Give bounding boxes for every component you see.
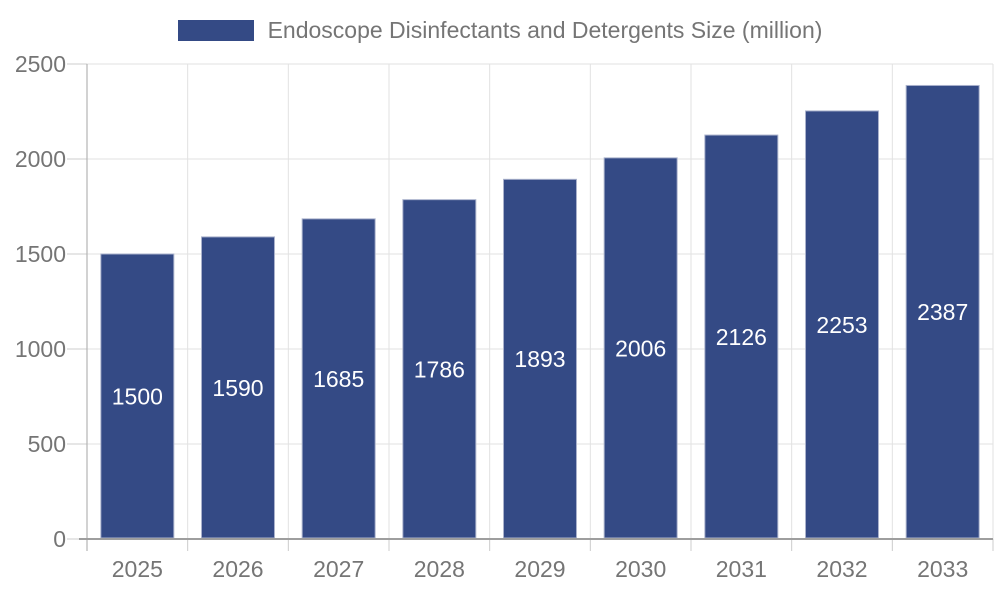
bar-2027 [301,218,376,539]
y-tick-label: 2500 [15,51,66,77]
bar-value-label: 2253 [816,312,867,338]
bar-value-label: 2006 [615,335,666,361]
bar-value-label: 1500 [112,384,163,410]
bar-2032 [805,110,879,539]
legend-label: Endoscope Disinfectants and Detergents S… [267,17,823,43]
bar-value-label: 2126 [716,324,767,350]
bar-value-label: 1590 [212,375,263,401]
y-tick-label: 1000 [15,336,66,362]
y-tick-label: 500 [28,431,66,457]
bar-2031 [704,134,779,539]
x-tick-label: 2029 [514,556,565,582]
bar-value-label: 2387 [917,299,968,325]
x-tick-label: 2028 [414,556,465,582]
bar-value-label: 1685 [313,366,364,392]
x-tick-label: 2025 [112,556,163,582]
y-tick-label: 2000 [15,146,66,172]
bar-2025 [100,253,175,539]
bar-2030 [603,157,678,539]
axes [67,63,994,551]
bar-2026 [201,236,275,539]
x-tick-label: 2027 [313,556,364,582]
bar-2028 [402,199,477,539]
x-tick-label: 2032 [816,556,867,582]
bar-value-label: 1893 [514,346,565,372]
bar-2033 [905,84,980,539]
x-tick-label: 2031 [716,556,767,582]
axis-tick-labels: 0 500 1000 1500 2000 2500 2025 2026 2027 2028 2029… [15,51,968,582]
y-tick-label: 0 [53,526,66,552]
x-tick-label: 2033 [917,556,968,582]
bar-value-labels: 1500 1590 1685 1786 1893 2006 2126 2253 2387 [112,299,969,409]
bar-value-label: 1786 [414,356,465,382]
legend-item[interactable]: Endoscope Disinfectants and Detergents S… [177,17,823,43]
legend: Endoscope Disinfectants and Detergents S… [0,17,1000,43]
x-tick-label: 2030 [615,556,666,582]
legend-swatch-icon [177,20,254,42]
y-tick-label: 1500 [15,241,66,267]
bars [100,84,980,539]
x-tick-label: 2026 [212,556,263,582]
bar-2029 [503,178,577,539]
